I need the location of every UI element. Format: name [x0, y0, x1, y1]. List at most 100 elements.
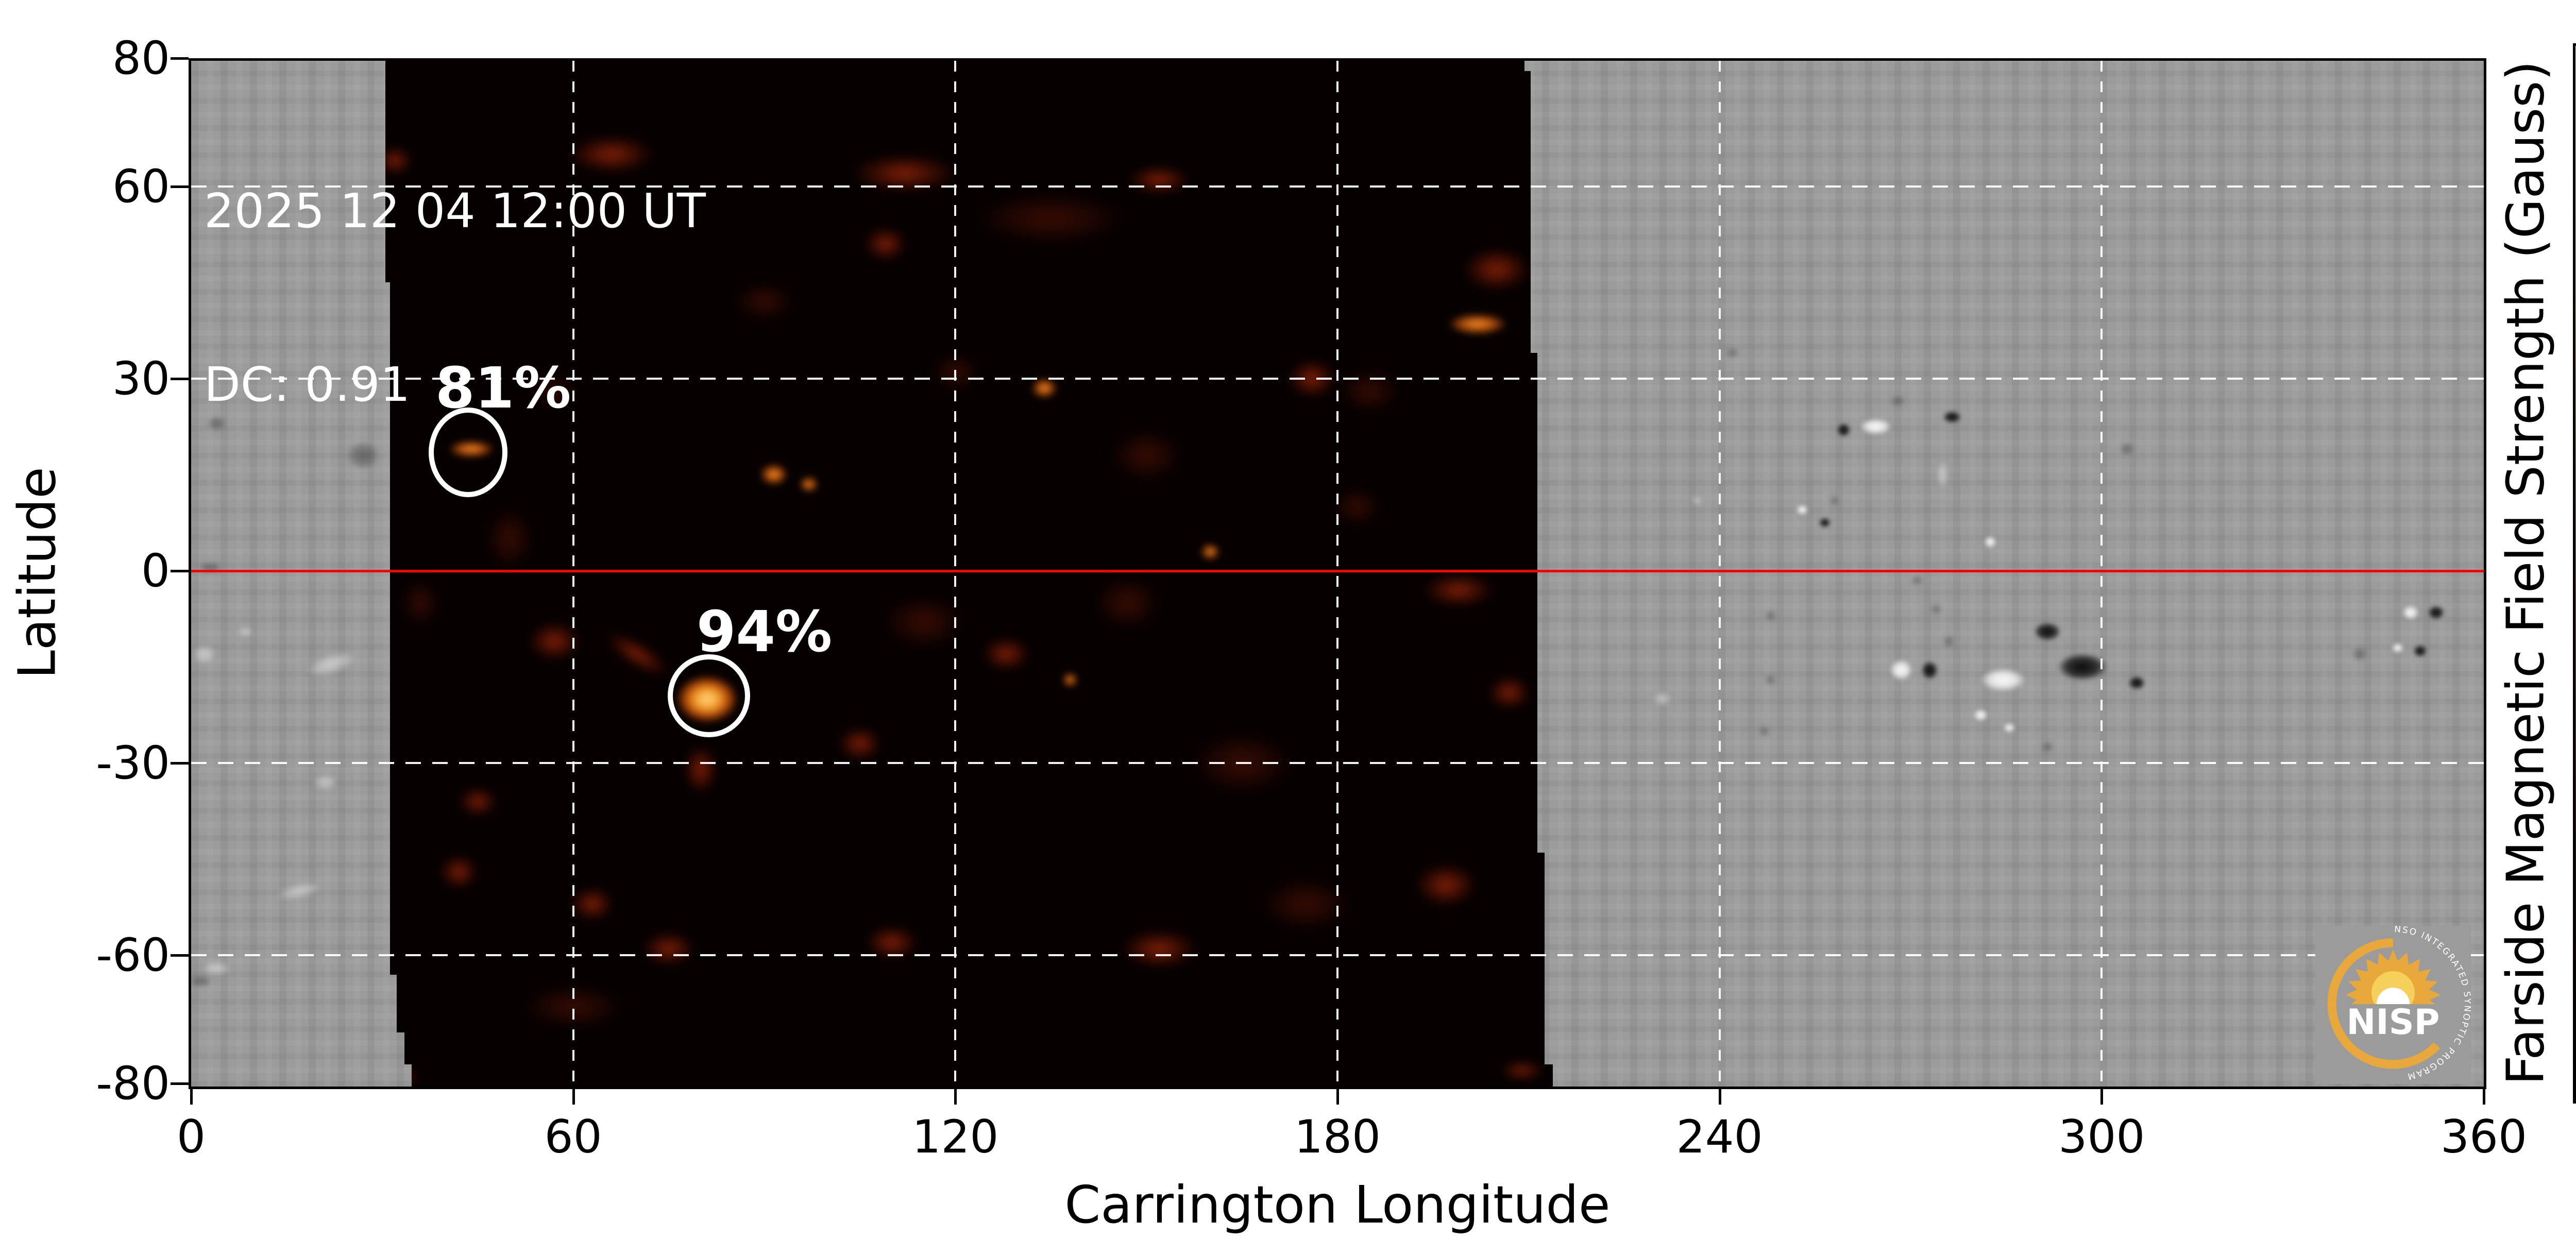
- detection-circle: [429, 407, 508, 497]
- farside-feature: [1108, 923, 1210, 975]
- active-region-feature: [2047, 648, 2118, 686]
- farside-feature: [481, 500, 538, 578]
- y-tick-label: 60: [112, 160, 170, 213]
- farside-feature: [834, 147, 975, 199]
- active-region-feature: [2001, 721, 2018, 735]
- active-region-feature: [1649, 689, 1675, 709]
- farside-feature: [1197, 540, 1223, 563]
- active-region-feature: [197, 958, 236, 978]
- farside-feature: [856, 920, 927, 965]
- active-region-feature: [1981, 533, 1999, 551]
- longitude-gridline: [1718, 61, 1721, 1087]
- date-annotation: 2025 12 04 12:00 UT DC: 0.91: [204, 67, 706, 530]
- active-region-feature: [1971, 706, 1991, 724]
- active-region-feature: [2389, 640, 2406, 655]
- nisp-logo: NSO INTEGRATED SYNOPTIC PROGRAM NISP: [2315, 924, 2471, 1084]
- active-region-feature: [2039, 740, 2056, 754]
- active-region-feature: [1971, 664, 2035, 696]
- farside-feature: [754, 460, 793, 489]
- farside-feature: [1331, 365, 1408, 417]
- y-tick-mark: [171, 1082, 189, 1086]
- active-region-feature: [1942, 633, 1956, 650]
- active-region-feature: [1763, 608, 1778, 623]
- detection-probability-label: 94%: [696, 599, 833, 665]
- farside-feature: [1411, 567, 1506, 613]
- active-region-feature: [2117, 440, 2137, 457]
- farside-feature: [856, 222, 914, 267]
- farside-feature: [519, 616, 589, 667]
- farside-feature: [634, 926, 704, 972]
- x-tick-mark: [2100, 1087, 2104, 1105]
- active-region-feature: [1757, 724, 1771, 738]
- active-region-feature: [1827, 494, 1841, 507]
- active-region-feature: [2350, 645, 2369, 664]
- x-tick-mark: [1718, 1087, 1721, 1105]
- farside-feature: [1086, 571, 1169, 635]
- equator-line: [191, 570, 2484, 572]
- x-tick-mark: [1336, 1087, 1339, 1105]
- farside-feature: [872, 590, 975, 654]
- active-region-feature: [1794, 503, 1811, 517]
- active-region-feature: [2425, 603, 2448, 622]
- y-tick-mark: [171, 954, 189, 957]
- farside-feature: [1101, 423, 1191, 488]
- x-tick-label: 60: [544, 1110, 602, 1163]
- active-region-feature: [194, 559, 226, 576]
- nisp-logo-graphic: NSO INTEGRATED SYNOPTIC PROGRAM NISP: [2327, 924, 2471, 1082]
- longitude-gridline: [572, 61, 574, 1087]
- x-tick-mark: [190, 1087, 193, 1105]
- farside-feature: [1481, 670, 1538, 715]
- x-tick-mark: [954, 1087, 957, 1105]
- active-region-feature: [2410, 642, 2430, 659]
- longitude-gridline: [2100, 61, 2103, 1087]
- active-region-feature: [2399, 603, 2422, 622]
- x-tick-label: 180: [1294, 1110, 1381, 1163]
- farside-feature: [1060, 670, 1080, 690]
- farside-feature: [831, 721, 889, 767]
- x-axis-label: Carrington Longitude: [1064, 1175, 1611, 1235]
- farside-feature: [974, 632, 1039, 677]
- active-region-feature: [1908, 574, 1925, 587]
- longitude-gridline: [954, 61, 957, 1087]
- farside-feature: [678, 737, 723, 802]
- active-region-feature: [1939, 409, 1965, 426]
- logo-text: NISP: [2346, 1002, 2439, 1043]
- x-tick-label: 300: [2058, 1110, 2145, 1163]
- active-region-feature: [1722, 346, 1742, 360]
- y-tick-mark: [171, 570, 189, 572]
- active-region-feature: [191, 973, 217, 989]
- sun-dome: [2377, 988, 2410, 1004]
- active-region-feature: [1888, 394, 1908, 408]
- x-tick-mark: [572, 1087, 575, 1105]
- longitude-gridline: [1336, 61, 1338, 1087]
- farside-feature: [1436, 310, 1519, 339]
- active-region-feature: [1935, 455, 1950, 494]
- active-region-feature: [1834, 420, 1854, 439]
- active-region-feature: [1885, 655, 1917, 685]
- active-region-feature: [2125, 673, 2148, 693]
- active-region-feature: [1763, 672, 1778, 687]
- logo-gold-arc: [2327, 938, 2441, 1069]
- active-region-feature: [1929, 603, 1943, 616]
- active-region-feature: [2028, 619, 2067, 645]
- y-tick-label: 0: [141, 544, 170, 598]
- farside-feature: [796, 474, 822, 495]
- active-region-feature: [235, 624, 255, 639]
- y-tick-label: -60: [96, 928, 170, 982]
- farside-feature: [1493, 1058, 1551, 1084]
- x-tick-mark: [2483, 1087, 2485, 1105]
- active-region-feature: [1816, 516, 1833, 530]
- farside-colorbar: [2573, 43, 2576, 1104]
- map-plot-area: 81% 94% 2025 12 04 12:00 UT DC: 0.91: [189, 58, 2486, 1089]
- y-tick-mark: [171, 377, 189, 380]
- y-tick-label: 30: [112, 352, 170, 405]
- active-region-feature: [341, 436, 386, 475]
- y-axis-label: Latitude: [7, 467, 67, 679]
- farside-feature: [955, 186, 1147, 250]
- y-tick-mark: [171, 57, 189, 60]
- farside-map-region: [385, 61, 1553, 1087]
- detection-circle: [667, 654, 751, 738]
- y-tick-label: -80: [96, 1057, 170, 1110]
- y-tick-mark: [171, 762, 189, 765]
